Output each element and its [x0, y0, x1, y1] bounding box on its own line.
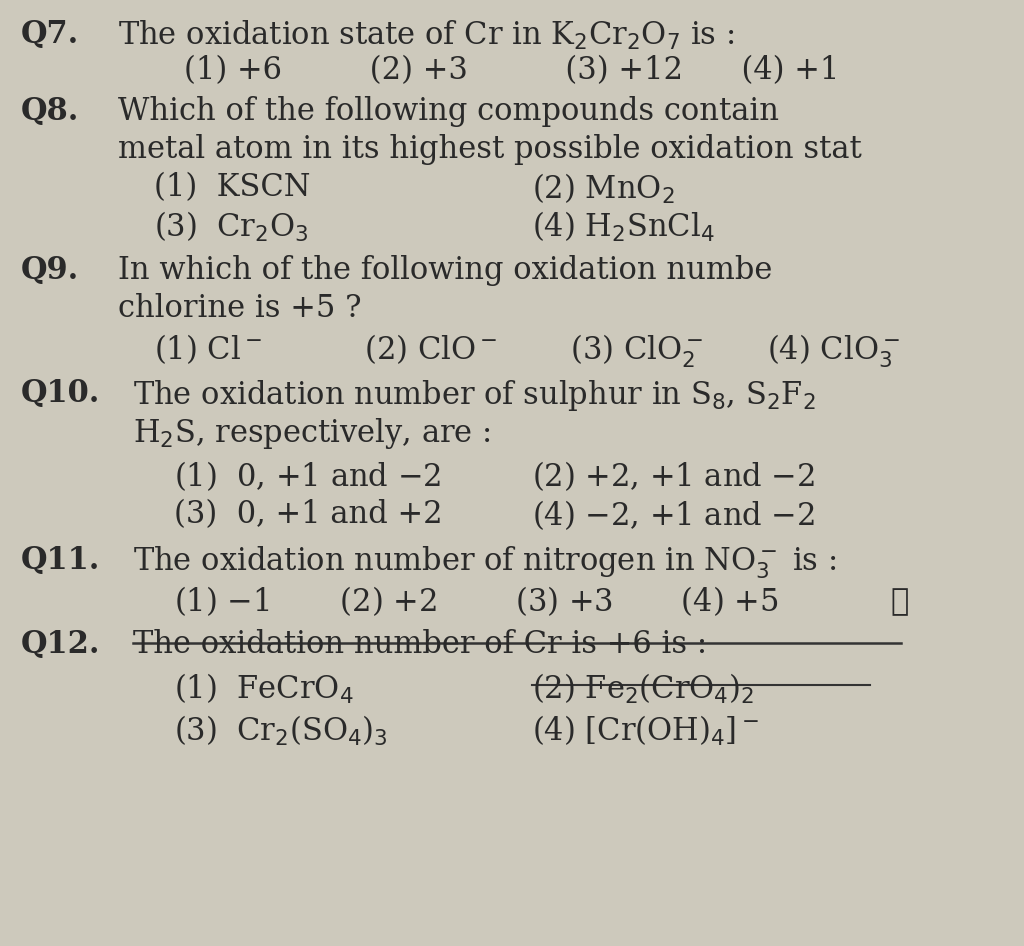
Text: The oxidation state of Cr in K$_2$Cr$_2$O$_7$ is :: The oxidation state of Cr in K$_2$Cr$_2$…: [118, 19, 734, 52]
Text: Q8.: Q8.: [20, 96, 79, 128]
Text: Q12.: Q12.: [20, 629, 100, 660]
Text: Q7.: Q7.: [20, 19, 79, 50]
Text: (1) Cl$^-$          (2) ClO$^-$       (3) ClO$_2^-$      (4) ClO$_3^-$: (1) Cl$^-$ (2) ClO$^-$ (3) ClO$_2^-$ (4)…: [154, 333, 900, 371]
Text: (4) $-$2, +1 and $-$2: (4) $-$2, +1 and $-$2: [532, 499, 815, 533]
Text: (1)  KSCN: (1) KSCN: [154, 172, 310, 203]
Text: The oxidation number of Cr is +6 is :: The oxidation number of Cr is +6 is :: [133, 629, 708, 660]
Text: (3)  Cr$_2$(SO$_4$)$_3$: (3) Cr$_2$(SO$_4$)$_3$: [174, 714, 388, 748]
Text: (1)  0, +1 and $-$2: (1) 0, +1 and $-$2: [174, 459, 441, 493]
Text: (2) Fe$_2$(CrO$_4$)$_2$: (2) Fe$_2$(CrO$_4$)$_2$: [532, 672, 755, 706]
Text: Q9.: Q9.: [20, 255, 79, 287]
Text: (1) $-$1       (2) +2        (3) +3       (4) +5: (1) $-$1 (2) +2 (3) +3 (4) +5: [174, 584, 778, 618]
Text: (1) +6         (2) +3          (3) +12      (4) +1: (1) +6 (2) +3 (3) +12 (4) +1: [184, 55, 840, 86]
Text: (2) +2, +1 and $-$2: (2) +2, +1 and $-$2: [532, 459, 815, 493]
Text: metal atom in its highest possible oxidation stat: metal atom in its highest possible oxida…: [118, 134, 861, 166]
Text: The oxidation number of sulphur in S$_8$, S$_2$F$_2$: The oxidation number of sulphur in S$_8$…: [133, 378, 816, 413]
Text: (4) H$_2$SnCl$_4$: (4) H$_2$SnCl$_4$: [532, 210, 715, 244]
Text: (3)  0, +1 and +2: (3) 0, +1 and +2: [174, 499, 442, 530]
Text: In which of the following oxidation numbe: In which of the following oxidation numb…: [118, 255, 772, 287]
Text: ✓: ✓: [891, 587, 909, 618]
Text: Which of the following compounds contain: Which of the following compounds contain: [118, 96, 779, 128]
Text: (3)  Cr$_2$O$_3$: (3) Cr$_2$O$_3$: [154, 210, 308, 244]
Text: (4) [Cr(OH)$_4$]$^-$: (4) [Cr(OH)$_4$]$^-$: [532, 714, 760, 748]
Text: H$_2$S, respectively, are :: H$_2$S, respectively, are :: [133, 416, 490, 451]
Text: The oxidation number of nitrogen in NO$_3^-$ is :: The oxidation number of nitrogen in NO$_…: [133, 545, 837, 582]
Text: (2) MnO$_2$: (2) MnO$_2$: [532, 172, 675, 206]
Text: Q11.: Q11.: [20, 545, 100, 576]
Text: Q10.: Q10.: [20, 378, 100, 410]
Text: (1)  FeCrO$_4$: (1) FeCrO$_4$: [174, 672, 353, 706]
Text: chlorine is +5 ?: chlorine is +5 ?: [118, 293, 361, 324]
